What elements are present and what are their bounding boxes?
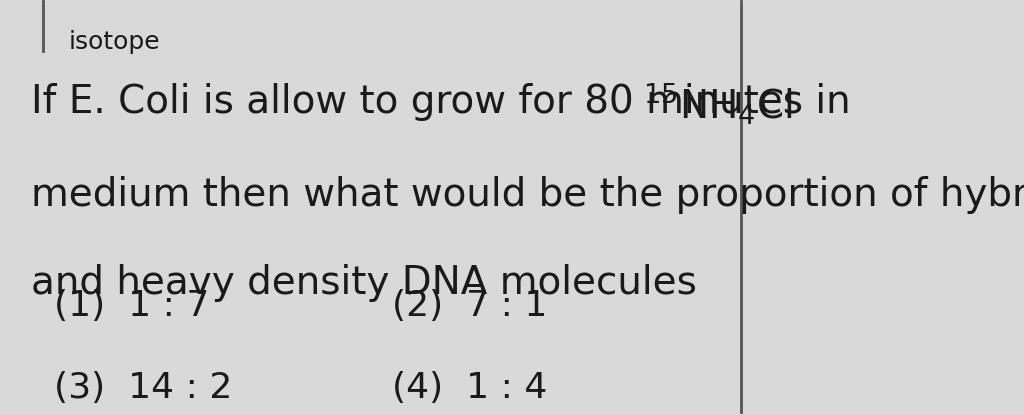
Text: (1)  1 : 7: (1) 1 : 7	[54, 288, 209, 322]
Text: and heavy density DNA molecules: and heavy density DNA molecules	[32, 264, 697, 302]
Text: (3)  14 : 2: (3) 14 : 2	[54, 371, 232, 405]
Text: (2)  7 : 1: (2) 7 : 1	[392, 288, 547, 322]
Text: $^{15}\mathrm{NH_4Cl}$: $^{15}\mathrm{NH_4Cl}$	[643, 81, 793, 127]
Text: medium then what would be the proportion of hybrid: medium then what would be the proportion…	[32, 176, 1024, 214]
Text: isotope: isotope	[69, 30, 161, 54]
Text: If E. Coli is allow to grow for 80 minutes in: If E. Coli is allow to grow for 80 minut…	[32, 83, 863, 122]
Text: (4)  1 : 4: (4) 1 : 4	[392, 371, 547, 405]
